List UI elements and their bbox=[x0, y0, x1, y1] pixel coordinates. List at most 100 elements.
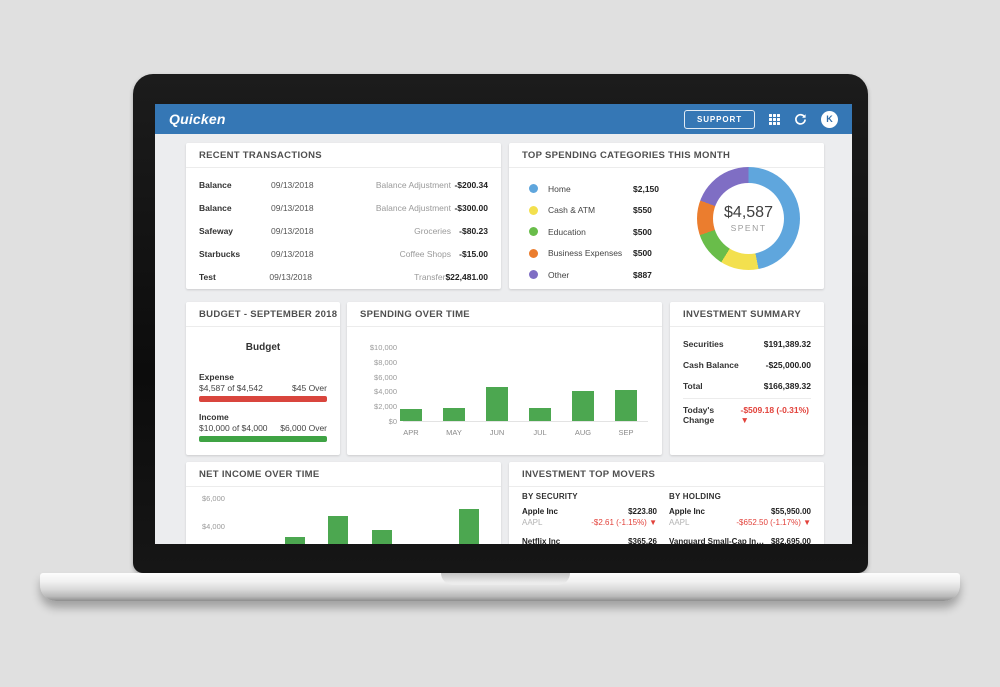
panel-investment-summary: INVESTMENT SUMMARY Securities $191,389.3… bbox=[670, 302, 824, 455]
laptop-lid-notch bbox=[441, 573, 570, 585]
summary-row: Securities $191,389.32 bbox=[683, 333, 811, 354]
by-holding-column: BY HOLDING Apple Inc $55,950.00 AAPL -$6… bbox=[669, 492, 811, 544]
amount: -$200.34 bbox=[454, 179, 488, 190]
summary-row: Total $166,389.32 bbox=[683, 375, 811, 396]
amount: -$300.00 bbox=[454, 202, 488, 213]
security-name: Apple Inc bbox=[522, 507, 559, 516]
support-button[interactable]: SUPPORT bbox=[684, 109, 755, 129]
mover-item[interactable]: Apple Inc $223.80 AAPL -$2.61 (-1.15%) ▼ bbox=[522, 507, 657, 527]
legend-amount: $500 bbox=[633, 226, 652, 237]
panel-title: TOP SPENDING CATEGORIES THIS MONTH bbox=[509, 143, 824, 168]
legend-dot bbox=[529, 248, 538, 258]
security-price: $223.80 bbox=[628, 507, 657, 516]
transaction-row[interactable]: Balance 09/13/2018 Balance Adjustment -$… bbox=[186, 196, 501, 219]
apps-grid-icon[interactable] bbox=[769, 113, 780, 125]
legend-amount: $887 bbox=[633, 269, 652, 280]
mover-item[interactable]: Vanguard Small-Cap Index Fun... $82,695.… bbox=[669, 537, 811, 544]
legend-label: Home bbox=[548, 183, 571, 194]
payee: Balance bbox=[199, 179, 232, 190]
refresh-icon[interactable] bbox=[794, 113, 807, 126]
column-header: BY HOLDING bbox=[669, 492, 722, 501]
payee: Safeway bbox=[199, 225, 234, 236]
legend-item: Cash & ATM $550 bbox=[529, 200, 659, 222]
row-value: $191,389.32 bbox=[763, 338, 811, 349]
expense-progress-row: $4,587 of $4,542 $45 Over bbox=[199, 383, 327, 393]
income-label: Income bbox=[199, 412, 229, 422]
holding-price: $82,695.00 bbox=[770, 537, 811, 544]
user-avatar[interactable]: K bbox=[821, 110, 838, 128]
security-change: -$2.61 (-1.15%) ▼ bbox=[591, 518, 657, 527]
legend-item: Home $2,150 bbox=[529, 178, 659, 200]
transaction-row[interactable]: Safeway 09/13/2018 Groceries -$80.23 bbox=[186, 219, 501, 242]
mover-item[interactable]: Apple Inc $55,950.00 AAPL -$652.50 (-1.1… bbox=[669, 507, 811, 527]
legend-dot bbox=[529, 227, 538, 237]
income-over: $6,000 Over bbox=[280, 423, 327, 433]
row-value: -$25,000.00 bbox=[765, 359, 811, 370]
legend-dot bbox=[529, 205, 538, 215]
date: 09/13/2018 bbox=[271, 248, 314, 259]
summary-row: Cash Balance -$25,000.00 bbox=[683, 354, 811, 375]
transaction-row[interactable]: Test 09/13/2018 Transfer $22,481.00 bbox=[186, 265, 501, 288]
row-label: Securities bbox=[683, 338, 724, 349]
payee: Test bbox=[199, 271, 216, 282]
donut-center: $4,587 SPENT bbox=[713, 183, 784, 254]
security-ticker: AAPL bbox=[522, 518, 543, 527]
panel-title: SPENDING OVER TIME bbox=[347, 302, 662, 327]
income-progress-bar bbox=[199, 436, 327, 442]
legend-amount: $500 bbox=[633, 248, 652, 259]
panel-budget: BUDGET - SEPTEMBER 2018 Budget Expense $… bbox=[186, 302, 340, 455]
todays-change-row: Today's Change -$509.18 (-0.31%) ▼ bbox=[683, 404, 811, 425]
panel-net-income: NET INCOME OVER TIME $4,000$6,000APRMAYJ… bbox=[186, 462, 501, 544]
budget-subtitle: Budget bbox=[245, 342, 281, 353]
panel-spending-over-time: SPENDING OVER TIME $0 $2,000 $4,000 $6,000 $… bbox=[347, 302, 662, 455]
security-name: Netflix Inc bbox=[522, 537, 561, 544]
income-progress-row: $10,000 of $4,000 $6,000 Over bbox=[199, 423, 327, 433]
amount: -$15.00 bbox=[459, 248, 488, 259]
panel-title: BUDGET - SEPTEMBER 2018 bbox=[186, 302, 340, 327]
payee: Balance bbox=[199, 202, 232, 213]
donut-total: $4,587 bbox=[724, 204, 773, 221]
legend-label: Other bbox=[548, 269, 570, 280]
app-header: Quicken SUPPORT K bbox=[155, 104, 852, 134]
category: Balance Adjustment bbox=[375, 202, 451, 213]
legend-dot bbox=[529, 270, 538, 280]
holding-price: $55,950.00 bbox=[770, 507, 811, 516]
expense-over: $45 Over bbox=[292, 383, 327, 393]
expense-progress: $4,587 of $4,542 bbox=[199, 383, 263, 393]
row-label: Today's Change bbox=[683, 404, 715, 425]
mover-item[interactable]: Netflix Inc $365.26 bbox=[522, 537, 657, 544]
category: Transfer bbox=[414, 271, 446, 282]
panel-recent-transactions: RECENT TRANSACTIONS Balance 09/13/2018 B… bbox=[186, 143, 501, 289]
amount: -$80.23 bbox=[459, 225, 488, 236]
legend-amount: $550 bbox=[633, 205, 652, 216]
date: 09/13/2018 bbox=[269, 271, 312, 282]
panel-title: INVESTMENT TOP MOVERS bbox=[509, 462, 824, 487]
date: 09/13/2018 bbox=[271, 179, 314, 190]
category: Balance Adjustment bbox=[375, 179, 451, 190]
expense-progress-bar bbox=[199, 396, 327, 402]
legend-amount: $2,150 bbox=[633, 183, 659, 194]
holding-name: Apple Inc bbox=[669, 507, 706, 516]
row-label: Cash Balance bbox=[683, 359, 739, 370]
amount: $22,481.00 bbox=[445, 271, 488, 282]
holding-ticker: AAPL bbox=[669, 518, 690, 527]
quicken-logo: Quicken bbox=[169, 111, 226, 127]
transaction-row[interactable]: Starbucks 09/13/2018 Coffee Shops -$15.0… bbox=[186, 242, 501, 265]
panel-title: NET INCOME OVER TIME bbox=[186, 462, 501, 487]
transaction-row[interactable]: Balance 09/13/2018 Balance Adjustment -$… bbox=[186, 173, 501, 196]
panel-title: RECENT TRANSACTIONS bbox=[186, 143, 501, 168]
holding-name: Vanguard Small-Cap Index Fun... bbox=[669, 537, 765, 544]
category: Groceries bbox=[414, 225, 451, 236]
panel-top-movers: INVESTMENT TOP MOVERS BY SECURITY Apple … bbox=[509, 462, 824, 544]
security-price: $365.26 bbox=[628, 537, 657, 544]
legend-item: Education $500 bbox=[529, 221, 659, 243]
legend-label: Education bbox=[548, 226, 586, 237]
legend-item: Business Expenses $500 bbox=[529, 243, 659, 265]
column-header: BY SECURITY bbox=[522, 492, 578, 501]
date: 09/13/2018 bbox=[271, 202, 314, 213]
spending-legend: Home $2,150 Cash & ATM $550 Education $5… bbox=[529, 178, 659, 286]
legend-item: Other $887 bbox=[529, 264, 659, 286]
date: 09/13/2018 bbox=[271, 225, 314, 236]
donut-caption: SPENT bbox=[730, 223, 767, 233]
